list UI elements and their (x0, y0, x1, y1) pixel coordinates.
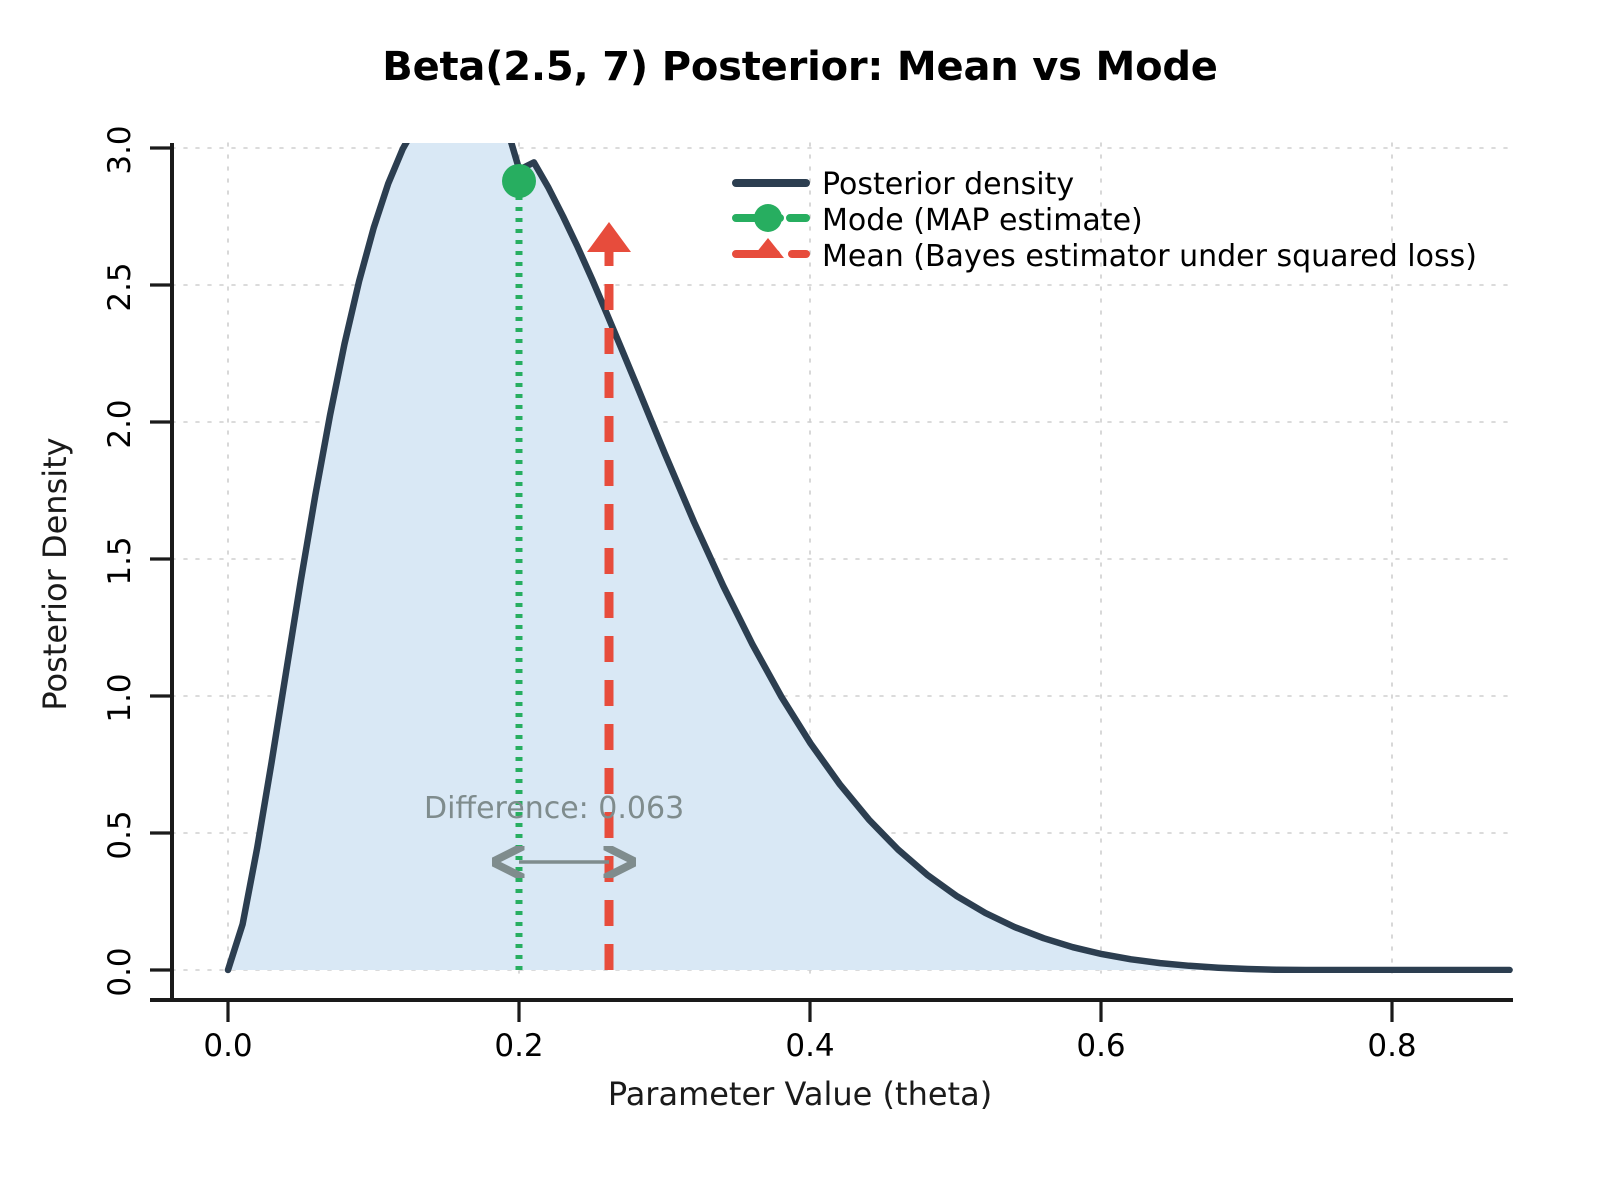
x-tick-label: 0.8 (1367, 1028, 1417, 1064)
mode-marker-icon (502, 164, 536, 198)
x-tick-label: 0.6 (1076, 1028, 1126, 1064)
x-tick-marks (226, 1000, 1394, 1022)
legend-swatches (732, 179, 810, 258)
y-tick-marks (150, 146, 172, 972)
legend-item-mean[interactable]: Mean (Bayes estimator under squared loss… (822, 239, 1477, 274)
density-fill (228, 143, 1513, 970)
mean-marker-icon (587, 222, 631, 252)
legend-item-posterior-density[interactable]: Posterior density (822, 167, 1075, 202)
posterior-density-curve (224, 143, 1513, 973)
y-axis-title-container: Posterior Density (0, 0, 110, 1000)
chart-title: Beta(2.5, 7) Posterior: Mean vs Mode (382, 44, 1218, 90)
x-tick-label: 0.0 (203, 1028, 253, 1064)
difference-annotation: Difference: 0.063 (424, 791, 685, 826)
x-tick-label: 0.2 (494, 1028, 544, 1064)
x-axis-title: Parameter Value (theta) (607, 1075, 993, 1113)
x-tick-label: 0.4 (785, 1028, 835, 1064)
y-axis-title: Posterior Density (36, 437, 74, 711)
legend-item-mode[interactable]: Mode (MAP estimate) (822, 203, 1143, 238)
